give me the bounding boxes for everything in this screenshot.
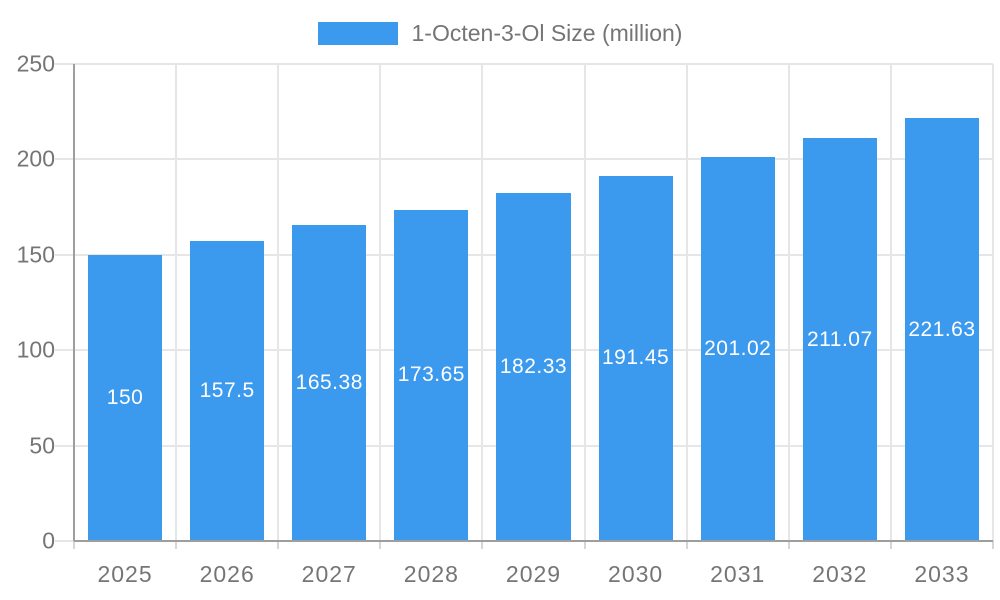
x-axis-tick bbox=[685, 541, 688, 549]
y-axis-label: 150 bbox=[16, 241, 55, 268]
bar[interactable]: 221.63 bbox=[904, 118, 979, 541]
bar[interactable]: 201.02 bbox=[700, 157, 775, 541]
x-axis-label: 2031 bbox=[710, 561, 766, 587]
bar-value-label: 182.33 bbox=[499, 355, 568, 379]
x-axis-label: 2030 bbox=[608, 561, 664, 587]
bar-value-label: 221.63 bbox=[908, 317, 976, 341]
bar[interactable]: 173.65 bbox=[394, 209, 469, 541]
bar-value-label: 150 bbox=[106, 385, 144, 409]
gridline-vertical bbox=[175, 64, 178, 541]
legend-swatch-icon bbox=[317, 22, 398, 45]
x-axis-label: 2026 bbox=[199, 561, 255, 587]
y-axis-label: 50 bbox=[29, 432, 55, 459]
y-axis-line bbox=[73, 64, 75, 541]
bar[interactable]: 211.07 bbox=[802, 138, 877, 541]
x-axis-tick bbox=[73, 541, 75, 549]
x-axis-label: 2029 bbox=[505, 561, 562, 587]
x-axis-label: 2025 bbox=[97, 561, 153, 587]
x-axis-label: 2033 bbox=[914, 561, 970, 587]
x-axis-tick bbox=[992, 541, 994, 549]
x-axis-tick bbox=[277, 541, 280, 549]
bar[interactable]: 157.5 bbox=[190, 240, 265, 541]
bar-value-label: 201.02 bbox=[704, 337, 772, 361]
x-axis-tick bbox=[379, 541, 382, 549]
x-axis-tick bbox=[787, 541, 790, 549]
bar[interactable]: 191.45 bbox=[598, 175, 673, 541]
y-axis-label: 200 bbox=[16, 145, 55, 172]
gridline-horizontal bbox=[55, 158, 993, 161]
x-axis-label: 2027 bbox=[301, 561, 357, 587]
gridline-vertical bbox=[992, 64, 994, 541]
gridline-vertical bbox=[889, 64, 892, 541]
gridline-vertical bbox=[685, 64, 688, 541]
x-axis-label: 2032 bbox=[812, 561, 868, 587]
bar-value-label: 157.5 bbox=[199, 378, 255, 402]
gridline-vertical bbox=[379, 64, 382, 541]
y-axis-label: 100 bbox=[16, 336, 55, 363]
bar[interactable]: 150 bbox=[88, 254, 163, 541]
legend-label: 1-Octen-3-Ol Size (million) bbox=[411, 20, 683, 46]
bar-value-label: 211.07 bbox=[806, 327, 873, 351]
bar-value-label: 165.38 bbox=[295, 371, 363, 395]
bar[interactable]: 182.33 bbox=[496, 193, 571, 541]
bar-value-label: 191.45 bbox=[601, 346, 670, 370]
gridline-vertical bbox=[481, 64, 484, 541]
bar[interactable]: 165.38 bbox=[292, 225, 367, 541]
legend-item[interactable]: 1-Octen-3-Ol Size (million) bbox=[317, 20, 683, 47]
x-axis-tick bbox=[889, 541, 892, 549]
plot-area: 0 50 100 150 200 250 150 2025 157.5 2026 165.38 202… bbox=[17, 51, 994, 587]
x-axis-tick bbox=[583, 541, 586, 549]
gridline-horizontal bbox=[55, 63, 993, 65]
gridline-vertical bbox=[583, 64, 586, 541]
x-axis-tick bbox=[481, 541, 484, 549]
x-axis-label: 2028 bbox=[403, 561, 459, 587]
bar-value-label: 173.65 bbox=[397, 363, 465, 387]
legend: 1-Octen-3-Ol Size (million) bbox=[0, 20, 1000, 47]
gridline-vertical bbox=[277, 64, 280, 541]
y-axis-label: 250 bbox=[16, 50, 55, 77]
gridline-vertical bbox=[787, 64, 790, 541]
x-axis-tick bbox=[175, 541, 178, 549]
x-axis-line bbox=[74, 540, 993, 542]
y-axis-label: 0 bbox=[42, 527, 55, 554]
